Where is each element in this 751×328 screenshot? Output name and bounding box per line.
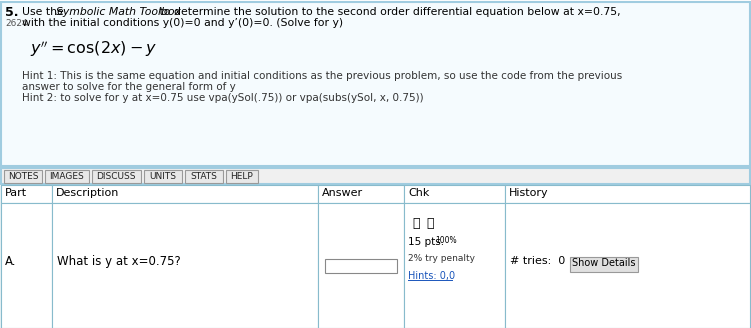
- Text: HELP: HELP: [231, 172, 253, 181]
- Text: Answer: Answer: [322, 188, 363, 198]
- Text: 2624: 2624: [5, 19, 28, 28]
- Bar: [52, 203, 318, 328]
- Text: Hints: 0,0: Hints: 0,0: [408, 271, 455, 281]
- Text: # tries:  0: # tries: 0: [510, 256, 566, 266]
- Bar: [325, 258, 397, 273]
- Text: UNITS: UNITS: [149, 172, 176, 181]
- Text: STATS: STATS: [190, 172, 217, 181]
- Text: 👎: 👎: [426, 217, 433, 230]
- Bar: [570, 256, 638, 272]
- Bar: [1, 185, 52, 203]
- Bar: [1, 203, 52, 328]
- Text: What is y at x=0.75?: What is y at x=0.75?: [57, 255, 181, 268]
- Text: 2% try penalty: 2% try penalty: [408, 254, 475, 263]
- Bar: [226, 170, 258, 183]
- Text: 15 pts.: 15 pts.: [408, 237, 444, 247]
- Text: NOTES: NOTES: [8, 172, 38, 181]
- Text: DISCUSS: DISCUSS: [96, 172, 136, 181]
- Bar: [505, 185, 750, 203]
- Bar: [92, 170, 140, 183]
- Bar: [1, 185, 750, 328]
- Bar: [45, 170, 89, 183]
- Bar: [505, 203, 750, 328]
- Text: Part: Part: [5, 188, 27, 198]
- Text: A.: A.: [5, 255, 17, 268]
- Bar: [318, 185, 404, 203]
- Text: Hint 1: This is the same equation and initial conditions as the previous problem: Hint 1: This is the same equation and in…: [22, 71, 623, 81]
- Text: with the initial conditions y(0)=0 and y’(0)=0. (Solve for y): with the initial conditions y(0)=0 and y…: [22, 18, 343, 28]
- Text: Symbolic Math Toolbox: Symbolic Math Toolbox: [56, 7, 182, 17]
- Text: Show Details: Show Details: [572, 258, 636, 268]
- Bar: [318, 203, 404, 328]
- Text: Description: Description: [56, 188, 119, 198]
- Text: IMAGES: IMAGES: [50, 172, 84, 181]
- Text: Hint 2: to solve for y at x=0.75 use vpa(ySol(.75)) or vpa(subs(ySol, x, 0.75)): Hint 2: to solve for y at x=0.75 use vpa…: [22, 93, 424, 103]
- Bar: [185, 170, 223, 183]
- Text: 5.: 5.: [5, 6, 19, 19]
- Bar: [143, 170, 182, 183]
- Text: Chk: Chk: [408, 188, 430, 198]
- Text: Use the: Use the: [22, 7, 68, 17]
- Bar: [1, 2, 750, 166]
- Text: answer to solve for the general form of y: answer to solve for the general form of …: [22, 82, 236, 92]
- Text: 👍: 👍: [412, 217, 420, 230]
- Bar: [1, 168, 750, 184]
- Text: $y'' = \cos(2x) - y$: $y'' = \cos(2x) - y$: [30, 39, 157, 59]
- Bar: [4, 170, 42, 183]
- Bar: [52, 185, 318, 203]
- Bar: [404, 185, 505, 203]
- Text: History: History: [509, 188, 549, 198]
- Bar: [404, 203, 505, 328]
- Text: to determine the solution to the second order differential equation below at x=0: to determine the solution to the second …: [156, 7, 621, 17]
- Text: 100%: 100%: [435, 236, 457, 245]
